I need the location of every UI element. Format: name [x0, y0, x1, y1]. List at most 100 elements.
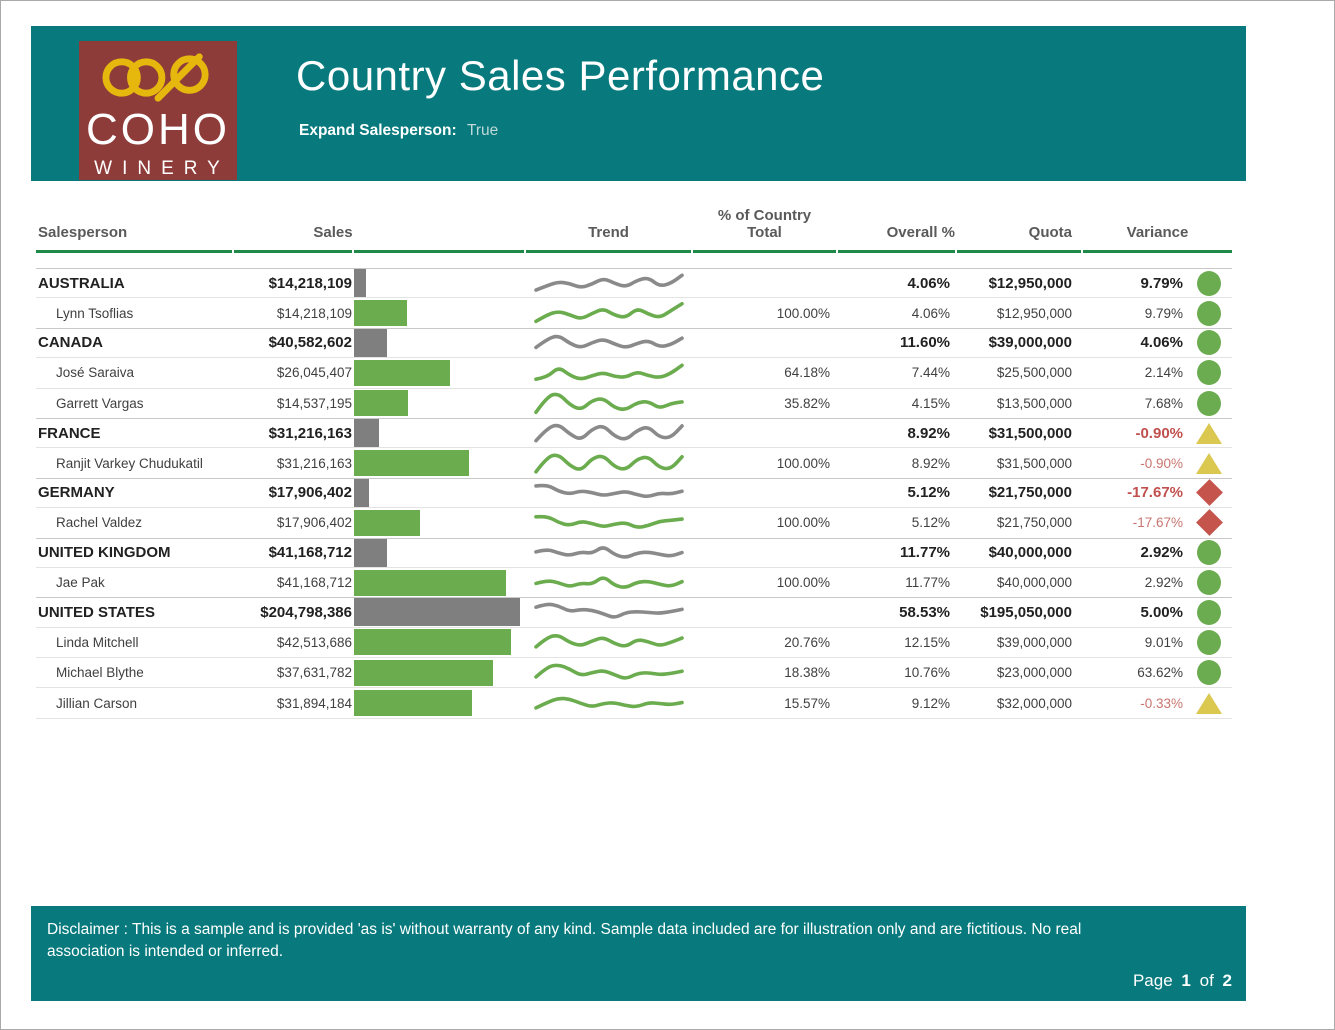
column-header-overall-pct[interactable]: Overall % [886, 223, 955, 241]
page-of-word: of [1199, 971, 1214, 990]
table-row-salesperson[interactable]: Rachel Valdez $17,906,402 100.00% 5.12% $21,… [36, 508, 1232, 539]
pct-of-country-total-value: 20.76% [784, 634, 830, 650]
sales-bar [354, 509, 420, 536]
quota-value: $12,950,000 [988, 274, 1072, 292]
sales-bar-cell [354, 568, 524, 597]
sales-bar [354, 569, 506, 596]
variance-status-good-circle-icon [1196, 629, 1222, 655]
overall-pct-value: 11.77% [899, 544, 950, 562]
table-row-country[interactable]: AUSTRALIA $14,218,109 4.06% $12,950,000 9.79… [36, 268, 1232, 299]
sales-bar-cell [354, 389, 524, 418]
trend-cell [526, 628, 691, 657]
table-row-country[interactable]: FRANCE $31,216,163 8.92% $31,500,000 -0.90% [36, 417, 1232, 449]
column-header-quota[interactable]: Quota [1028, 223, 1072, 241]
overall-pct-value: 5.12% [911, 515, 950, 531]
sales-bar [354, 300, 407, 327]
quota-value: $40,000,000 [996, 575, 1072, 591]
salesperson-name: José Saraiva [56, 365, 135, 381]
quota-value: $21,750,000 [996, 515, 1072, 531]
salesperson-name: Rachel Valdez [56, 515, 143, 531]
variance-cell: -0.90% [1083, 419, 1232, 447]
table-row-country[interactable]: CANADA $40,582,602 11.60% $39,000,000 4.06% [36, 327, 1232, 359]
column-header-variance[interactable]: Variance [1126, 223, 1189, 241]
column-header-pct-country-total[interactable]: % of Country Total [717, 206, 812, 241]
variance-value: -17.67% [1132, 515, 1183, 531]
overall-pct-value: 8.92% [911, 455, 950, 471]
overall-pct-value: 5.12% [907, 484, 950, 502]
variance-status-good-circle-icon [1196, 300, 1222, 326]
sales-value: $31,216,163 [268, 424, 352, 442]
sales-value: $31,216,163 [276, 455, 352, 471]
table-row-country[interactable]: UNITED STATES $204,798,386 58.53% $195,050,… [36, 597, 1232, 628]
table-row-country[interactable]: UNITED KINGDOM $41,168,712 11.77% $40,000,0… [36, 537, 1232, 568]
sales-value: $14,218,109 [276, 305, 352, 321]
trend-cell [526, 508, 691, 537]
variance-status-good-circle-icon [1196, 360, 1222, 386]
trend-sparkline [533, 576, 684, 589]
quota-value: $13,500,000 [996, 395, 1072, 411]
sales-value: $17,906,402 [276, 515, 352, 531]
trend-sparkline [533, 696, 684, 710]
sales-bar-cell [354, 328, 524, 357]
table-row-salesperson[interactable]: José Saraiva $26,045,407 64.18% 7.44% $25,50… [36, 358, 1232, 389]
trend-cell [526, 269, 691, 297]
table-row-salesperson[interactable]: Michael Blythe $37,631,782 18.38% 10.76% $23… [36, 658, 1232, 689]
table-row-salesperson[interactable]: Garrett Vargas $14,537,195 35.82% 4.15% $13,… [36, 389, 1232, 419]
trend-sparkline [533, 302, 684, 324]
trend-cell [526, 479, 691, 507]
trend-sparkline [533, 514, 684, 529]
trend-sparkline [533, 663, 684, 680]
variance-cell: 9.01% [1083, 628, 1232, 657]
variance-status-good-circle-icon [1196, 599, 1222, 625]
variance-cell: 5.00% [1083, 598, 1232, 626]
variance-cell: 2.92% [1083, 568, 1232, 597]
trend-sparkline [533, 603, 684, 620]
salesperson-name: Linda Mitchell [56, 634, 139, 650]
table-row-salesperson[interactable]: Lynn Tsoflias $14,218,109 100.00% 4.06% $12,… [36, 298, 1232, 329]
column-header-salesperson[interactable]: Salesperson [38, 223, 128, 241]
overall-pct-value: 11.77% [905, 575, 950, 591]
variance-value: -0.90% [1135, 424, 1183, 442]
table-row-country[interactable]: GERMANY $17,906,402 5.12% $21,750,000 -17.67… [36, 477, 1232, 509]
trend-cell [526, 358, 691, 387]
table-row-salesperson[interactable]: Ranjit Varkey Chudukatil $31,216,163 100.0… [36, 448, 1232, 479]
pct-of-country-total-value: 15.57% [784, 695, 830, 711]
variance-status-good-circle-icon [1196, 390, 1222, 416]
variance-status-warning-triangle-icon [1196, 420, 1222, 446]
overall-pct-value: 58.53% [899, 603, 950, 621]
sales-value: $42,513,686 [276, 634, 352, 650]
sales-bar-cell [354, 269, 524, 298]
pct-of-country-total-value: 64.18% [784, 365, 830, 381]
variance-status-bad-diamond-icon [1195, 509, 1223, 537]
sales-bar-cell [354, 478, 524, 507]
page-total-number: 2 [1222, 971, 1232, 990]
trend-cell [526, 389, 691, 418]
sales-bar [354, 269, 366, 298]
sales-bar-cell [354, 658, 524, 687]
sales-bar [354, 659, 493, 686]
variance-cell: -0.33% [1083, 688, 1232, 717]
report-footer-banner: Disclaimer : This is a sample and is pro… [31, 906, 1246, 1001]
variance-value: -0.33% [1140, 695, 1183, 711]
sales-performance-table: Salesperson Sales Trend % of Country Tot… [36, 206, 1232, 719]
table-row-salesperson[interactable]: Jillian Carson $31,894,184 15.57% 9.12% $32,… [36, 688, 1232, 719]
variance-value: 9.01% [1144, 634, 1183, 650]
sales-bar [354, 450, 469, 477]
table-row-salesperson[interactable]: Jae Pak $41,168,712 100.00% 11.77% $40,000,0… [36, 568, 1232, 599]
country-name: UNITED STATES [38, 603, 155, 621]
variance-value: -17.67% [1127, 484, 1183, 502]
salesperson-name: Garrett Vargas [56, 395, 144, 411]
column-header-trend[interactable]: Trend [588, 223, 629, 241]
variance-cell: 9.79% [1083, 298, 1232, 327]
column-header-sales[interactable]: Sales [313, 223, 353, 241]
trend-cell [526, 298, 691, 327]
variance-cell: 7.68% [1083, 389, 1232, 418]
sales-value: $14,218,109 [268, 274, 352, 292]
overall-pct-value: 8.92% [907, 424, 950, 442]
variance-cell: -17.67% [1083, 508, 1232, 537]
sales-bar [354, 598, 520, 627]
page-indicator: Page 1 of 2 [1129, 971, 1232, 991]
table-row-salesperson[interactable]: Linda Mitchell $42,513,686 20.76% 12.15% $39… [36, 628, 1232, 659]
country-name: FRANCE [38, 424, 101, 442]
